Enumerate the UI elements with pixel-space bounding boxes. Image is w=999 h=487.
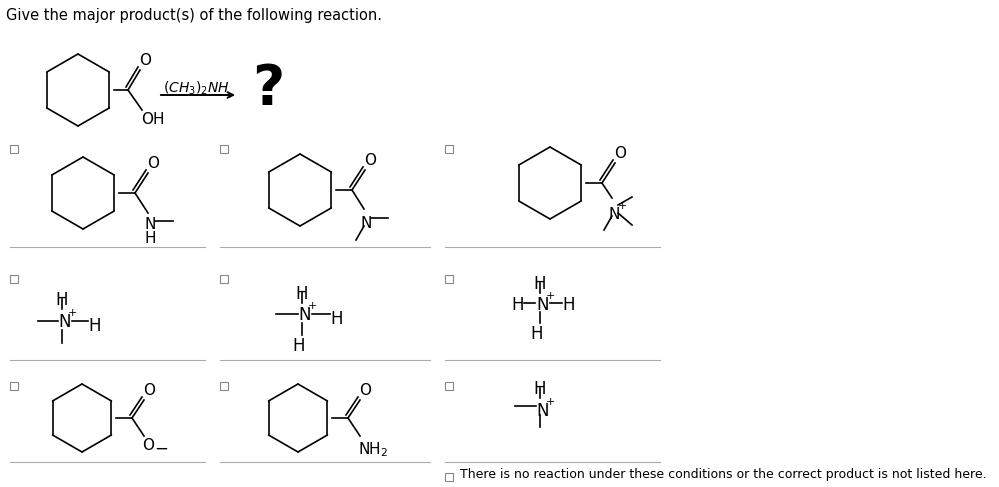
Text: O: O <box>139 53 151 68</box>
Text: There is no reaction under these conditions or the correct product is not listed: There is no reaction under these conditi… <box>460 468 987 481</box>
Bar <box>445 473 453 481</box>
Text: N: N <box>298 306 311 324</box>
Text: O: O <box>147 156 159 171</box>
Bar <box>445 275 453 283</box>
Text: H: H <box>56 291 68 309</box>
Text: N: N <box>360 216 372 231</box>
Text: O: O <box>143 383 155 398</box>
Text: N: N <box>536 296 548 314</box>
Text: H: H <box>533 380 546 398</box>
Text: +: + <box>618 201 627 211</box>
Text: −: − <box>154 440 168 458</box>
Text: H: H <box>296 285 309 303</box>
Text: H: H <box>533 275 546 293</box>
Text: H: H <box>511 296 524 314</box>
Text: +: + <box>308 301 318 311</box>
Text: O: O <box>364 153 376 168</box>
Text: H: H <box>88 317 101 335</box>
Text: NH$_2$: NH$_2$ <box>358 440 389 459</box>
Text: O: O <box>614 146 626 161</box>
Bar <box>10 382 18 390</box>
Bar <box>10 145 18 153</box>
Text: +: + <box>546 397 555 407</box>
Text: H: H <box>530 325 543 343</box>
Text: N: N <box>608 207 619 222</box>
Text: ?: ? <box>252 62 285 116</box>
Bar <box>10 275 18 283</box>
Text: +: + <box>546 291 555 301</box>
Text: OH: OH <box>141 112 165 127</box>
Text: H: H <box>145 231 157 246</box>
Text: $(CH_3)_2NH$: $(CH_3)_2NH$ <box>163 80 230 97</box>
Text: Give the major product(s) of the following reaction.: Give the major product(s) of the followi… <box>6 8 382 23</box>
Bar <box>220 145 228 153</box>
Text: N: N <box>536 402 548 420</box>
Bar <box>220 382 228 390</box>
Bar <box>445 382 453 390</box>
Bar <box>445 145 453 153</box>
Text: H: H <box>562 296 574 314</box>
Text: H: H <box>293 337 306 355</box>
Text: N: N <box>145 217 157 232</box>
Text: +: + <box>68 308 77 318</box>
Text: N: N <box>58 313 71 331</box>
Bar <box>220 275 228 283</box>
Text: O: O <box>359 383 371 398</box>
Text: H: H <box>330 310 343 328</box>
Text: O: O <box>142 438 154 453</box>
